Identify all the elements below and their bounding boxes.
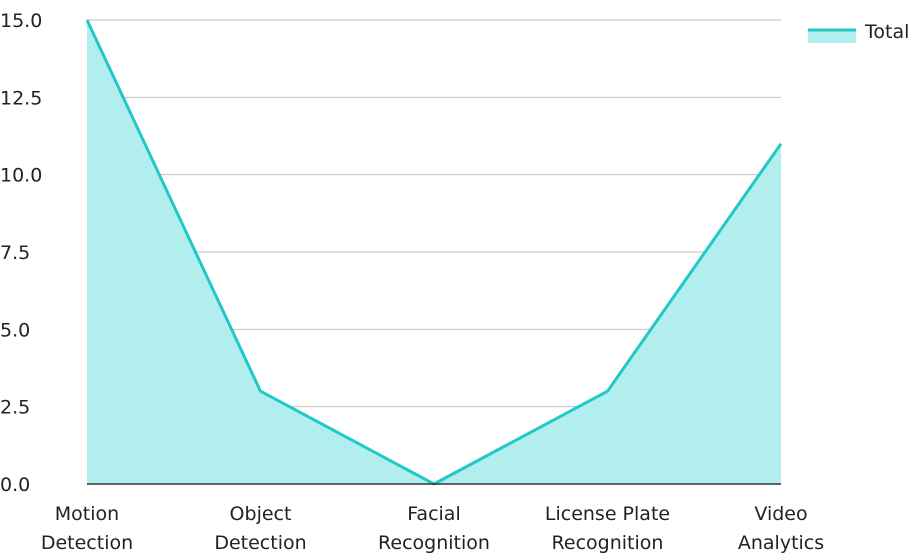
x-tick-label-line: Analytics: [738, 532, 824, 554]
x-tick-label-line: Video: [754, 503, 807, 525]
x-tick-label-line: Detection: [41, 532, 133, 554]
y-tick-label: 12.5: [0, 87, 42, 109]
x-tick-label-line: Object: [230, 503, 292, 525]
legend: Total: [808, 21, 909, 43]
y-tick-label: 2.5: [0, 397, 30, 419]
series-area-total: [87, 20, 781, 484]
y-tick-label: 0.0: [0, 474, 30, 496]
x-axis-tick-labels: Motion Detection Object Detection Facial Reco…: [41, 503, 824, 554]
legend-label-total: Total: [864, 21, 909, 43]
x-tick-label-line: Recognition: [378, 532, 490, 554]
x-tick-label-line: Detection: [214, 532, 306, 554]
x-tick-label-line: Motion: [55, 503, 119, 525]
x-tick-label: Facial Recognition: [378, 503, 490, 554]
y-tick-label: 5.0: [0, 319, 30, 341]
y-axis-tick-labels: 0.0 2.5 5.0 7.5 10.0 12.5 15.0: [0, 10, 42, 496]
x-tick-label-line: License Plate: [545, 503, 670, 525]
series-area: [87, 20, 781, 484]
y-tick-label: 10.0: [0, 165, 42, 187]
x-tick-label: Object Detection: [214, 503, 306, 554]
x-tick-label: Video Analytics: [738, 503, 824, 554]
legend-swatch: [808, 30, 856, 43]
x-tick-label: License Plate Recognition: [545, 503, 670, 554]
x-tick-label: Motion Detection: [41, 503, 133, 554]
x-tick-label-line: Recognition: [552, 532, 664, 554]
y-tick-label: 15.0: [0, 10, 42, 32]
x-tick-label-line: Facial: [407, 503, 460, 525]
y-tick-label: 7.5: [0, 242, 30, 264]
